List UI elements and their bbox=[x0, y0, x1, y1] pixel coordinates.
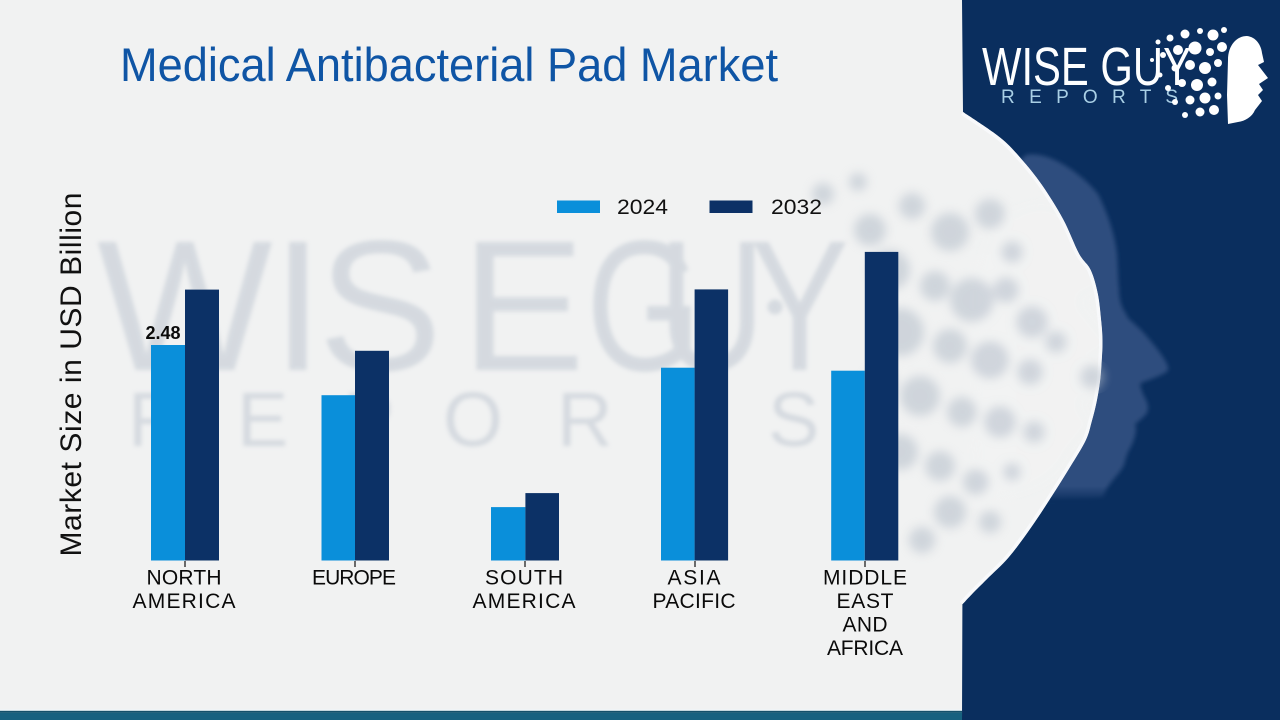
svg-text:2032: 2032 bbox=[771, 196, 822, 219]
svg-text:AFRICA: AFRICA bbox=[827, 637, 903, 660]
svg-text:2.48: 2.48 bbox=[145, 323, 180, 343]
svg-text:EUROPE: EUROPE bbox=[312, 566, 396, 589]
svg-text:MIDDLE: MIDDLE bbox=[823, 566, 907, 589]
svg-text:PACIFIC: PACIFIC bbox=[653, 590, 736, 613]
svg-text:AMERICA: AMERICA bbox=[473, 590, 576, 613]
svg-text:SOUTH: SOUTH bbox=[485, 566, 563, 589]
svg-text:Medical Antibacterial Pad Mark: Medical Antibacterial Pad Market bbox=[120, 38, 778, 91]
svg-text:WISE GUY: WISE GUY bbox=[982, 37, 1191, 97]
svg-text:NORTH: NORTH bbox=[147, 566, 222, 589]
svg-text:Market Size in USD Billion: Market Size in USD Billion bbox=[55, 193, 88, 557]
svg-text:AND: AND bbox=[843, 613, 888, 636]
svg-text:ASIA: ASIA bbox=[668, 566, 721, 589]
svg-text:EAST: EAST bbox=[837, 590, 894, 613]
svg-text:AMERICA: AMERICA bbox=[133, 590, 236, 613]
svg-text:2024: 2024 bbox=[617, 196, 668, 219]
